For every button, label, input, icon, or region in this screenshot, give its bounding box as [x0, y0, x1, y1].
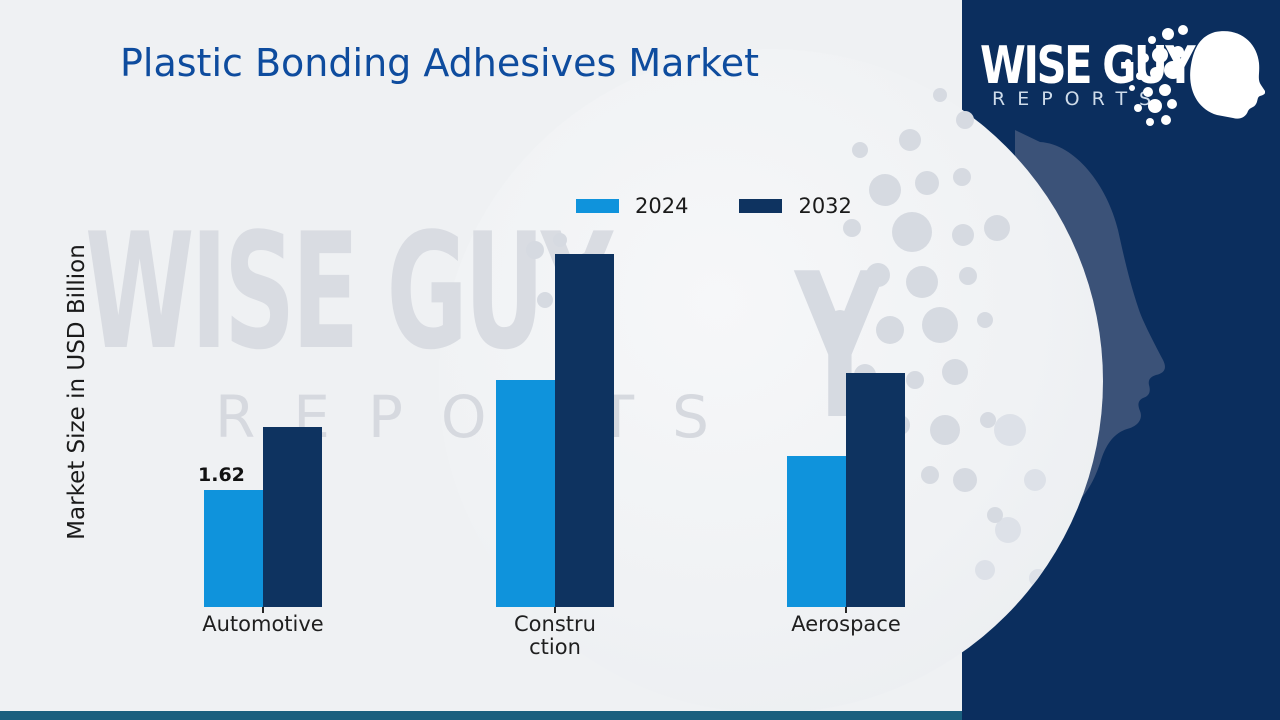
legend-label-2024: 2024: [635, 194, 689, 218]
logo-dot: [1167, 99, 1177, 109]
logo-dot: [1146, 118, 1154, 126]
halftone-dot: [537, 292, 553, 308]
halftone-dot: [915, 171, 939, 195]
halftone-dot: [1024, 469, 1046, 491]
bar-construction-2024: [496, 380, 555, 607]
logo-dot: [1172, 46, 1184, 58]
legend-swatch-2032: [739, 199, 783, 213]
logo-dot: [1136, 72, 1144, 80]
halftone-dot: [906, 371, 924, 389]
halftone-dot: [892, 212, 932, 252]
x-category-label-line: Aerospace: [791, 612, 901, 636]
legend: 2024 2032: [576, 194, 852, 218]
x-category-label-aerospace: Aerospace: [756, 613, 936, 636]
halftone-dot: [906, 266, 938, 298]
halftone-dot: [994, 414, 1026, 446]
halftone-dot: [987, 507, 1003, 523]
halftone-dot: [876, 316, 904, 344]
halftone-dot: [953, 168, 971, 186]
halftone-dot: [830, 310, 850, 330]
logo-reports-text: REPORTS: [992, 88, 1164, 110]
bar-aerospace-2024: [787, 456, 846, 607]
x-category-label-automotive: Automotive: [173, 613, 353, 636]
halftone-dot: [1029, 569, 1047, 587]
x-category-label-line: Constru: [514, 612, 596, 636]
halftone-dot: [984, 215, 1010, 241]
halftone-dot: [922, 307, 958, 343]
x-tick: [845, 607, 847, 613]
x-category-label-line: ction: [529, 635, 581, 659]
logo-dot: [1148, 36, 1156, 44]
halftone-dot: [921, 466, 939, 484]
logo-dot: [1134, 104, 1142, 112]
logo-dot: [1148, 99, 1162, 113]
x-tick: [554, 607, 556, 613]
halftone-dot: [942, 359, 968, 385]
bottom-teal-strip: [0, 711, 962, 720]
logo-dot: [1150, 67, 1162, 79]
logo-dot: [1162, 28, 1174, 40]
page-title: Plastic Bonding Adhesives Market: [120, 41, 759, 85]
logo-dot: [1143, 87, 1153, 97]
x-category-label-construction: Constru ction: [465, 613, 645, 659]
bar-automotive-2032: [263, 427, 322, 607]
halftone-dot: [869, 174, 901, 206]
logo-dot: [1161, 115, 1171, 125]
logo-dot: [1125, 59, 1131, 65]
logo-dot: [1129, 85, 1135, 91]
logo-face-icon: [1190, 31, 1265, 119]
bar-value-label: 1.62: [198, 464, 245, 486]
logo-dot: [1139, 53, 1149, 63]
legend-swatch-2024: [576, 199, 619, 213]
halftone-dot: [977, 312, 993, 328]
legend-label-2032: 2032: [798, 194, 852, 218]
halftone-dot: [1003, 613, 1027, 637]
watermark-wiseguy-text: WISE GUY: [85, 198, 613, 385]
halftone-dot: [959, 267, 977, 285]
x-tick: [262, 607, 264, 613]
logo-dot: [1152, 47, 1168, 63]
halftone-dot: [866, 263, 890, 287]
halftone-dot: [975, 560, 995, 580]
halftone-dot: [852, 142, 868, 158]
halftone-dot: [899, 129, 921, 151]
halftone-dot: [843, 219, 861, 237]
halftone-dot: [953, 468, 977, 492]
halftone-dot: [553, 233, 567, 247]
bar-automotive-2024: [204, 490, 263, 607]
logo-dot: [1178, 25, 1188, 35]
halftone-dot: [930, 415, 960, 445]
halftone-dot: [526, 241, 544, 259]
logo-dot: [1164, 61, 1182, 79]
halftone-dot: [956, 111, 974, 129]
bar-construction-2032: [555, 254, 614, 607]
bar-aerospace-2032: [846, 373, 905, 607]
x-category-label-line: Automotive: [202, 612, 324, 636]
logo-dot: [1159, 84, 1171, 96]
halftone-dot: [933, 88, 947, 102]
halftone-dot: [980, 412, 996, 428]
halftone-dot: [986, 651, 1004, 669]
halftone-dot: [952, 224, 974, 246]
